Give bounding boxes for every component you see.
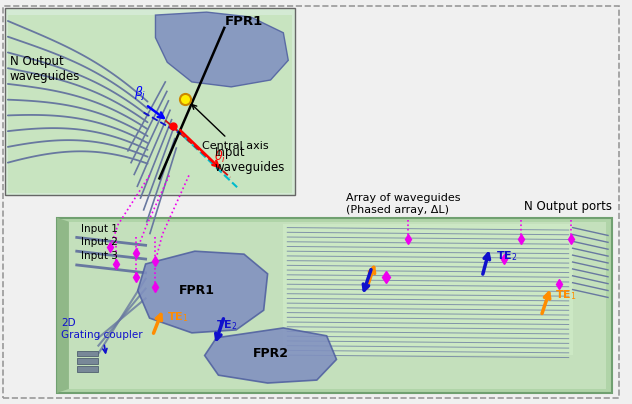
Bar [76,351,99,356]
Bar [76,358,99,364]
Text: FPR1: FPR1 [179,284,215,297]
Text: Input
waveguides: Input waveguides [214,145,285,173]
Text: N Output ports: N Output ports [525,200,612,213]
Text: TE$_2$: TE$_2$ [496,249,518,263]
Text: FPR1: FPR1 [225,15,263,28]
Text: Input 2: Input 2 [81,237,118,247]
Polygon shape [155,12,288,87]
Text: Array of waveguides
(Phased array, ΔL): Array of waveguides (Phased array, ΔL) [346,193,461,215]
Text: Input 3: Input 3 [81,251,118,261]
Polygon shape [8,15,292,193]
Bar [5,8,295,195]
Text: $\beta_j$: $\beta_j$ [134,85,146,103]
Polygon shape [138,251,267,333]
Polygon shape [205,328,336,383]
Text: TE$_1$: TE$_1$ [555,288,576,302]
Polygon shape [57,218,612,393]
Text: $\theta_i$: $\theta_i$ [214,149,226,165]
Text: N Output
waveguides: N Output waveguides [10,55,80,83]
Text: FPR2: FPR2 [253,347,289,360]
Polygon shape [69,222,606,389]
Text: Central axis: Central axis [192,105,269,151]
Text: Input 1: Input 1 [81,223,118,234]
Polygon shape [283,224,573,356]
Bar [76,366,99,372]
Text: TE$_2$: TE$_2$ [216,318,238,332]
Text: 2D
Grating coupler: 2D Grating coupler [61,318,143,353]
Polygon shape [57,218,69,393]
Text: TE$_1$: TE$_1$ [167,310,189,324]
